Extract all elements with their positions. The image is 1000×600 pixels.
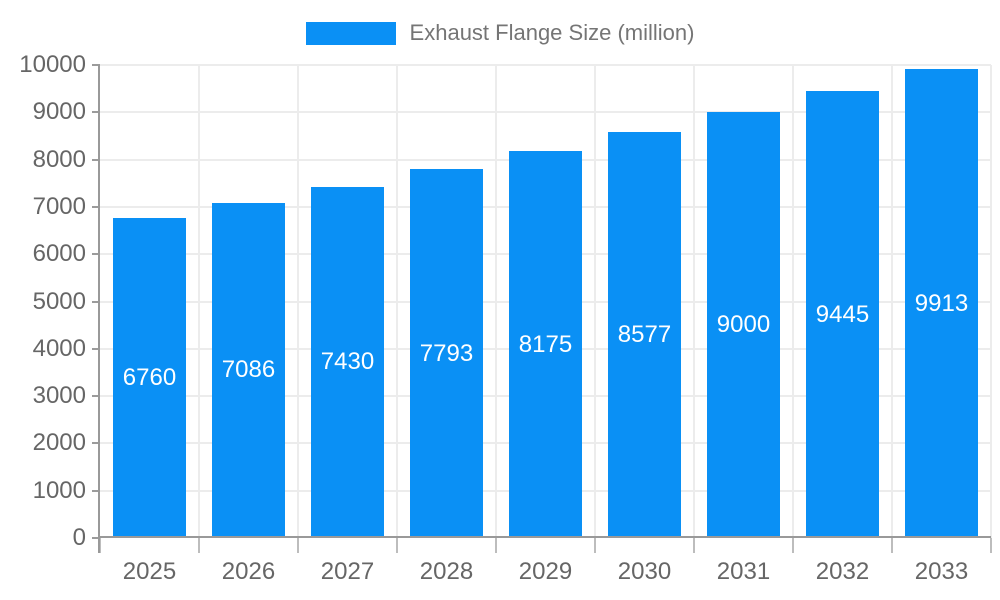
y-tick: [92, 537, 100, 539]
y-tick: [92, 489, 100, 492]
legend-label: Exhaust Flange Size (million): [409, 20, 695, 45]
x-tick: [297, 538, 299, 553]
x-tick: [495, 538, 497, 553]
y-tick-label: 8000: [32, 145, 86, 173]
bar-value-label: 8175: [518, 330, 573, 358]
v-gridline: [396, 65, 398, 538]
bar-value-label: 7430: [320, 348, 375, 376]
y-tick-label: 6000: [32, 240, 86, 268]
x-tick-label: 2027: [320, 558, 375, 585]
x-tick-label: 2028: [419, 558, 474, 585]
bar-value-label: 7793: [419, 339, 474, 367]
h-gridline: [100, 64, 991, 66]
v-gridline: [495, 65, 497, 538]
x-tick: [693, 538, 695, 553]
bar: [113, 218, 186, 537]
x-tick: [99, 538, 101, 553]
x-tick: [792, 538, 794, 553]
y-tick: [92, 111, 100, 114]
y-tick-label: 5000: [32, 287, 86, 315]
y-tick-label: 1000: [32, 476, 86, 504]
v-gridline: [198, 65, 200, 538]
y-tick: [92, 347, 100, 350]
y-tick-label: 9000: [32, 98, 86, 126]
y-tick-label: 4000: [32, 334, 86, 362]
bar: [509, 151, 582, 537]
y-tick: [92, 205, 100, 208]
y-tick: [92, 64, 100, 66]
x-tick: [594, 538, 596, 553]
legend-swatch-icon: [305, 21, 396, 45]
bar: [707, 112, 780, 537]
y-tick: [92, 395, 100, 398]
bar: [311, 186, 384, 537]
legend[interactable]: Exhaust Flange Size (million): [0, 20, 1000, 46]
y-tick-label: 0: [72, 524, 86, 551]
x-tick-label: 2025: [122, 558, 177, 585]
v-gridline: [792, 65, 794, 538]
v-gridline: [693, 65, 695, 538]
v-gridline: [990, 65, 992, 538]
x-tick-label: 2032: [815, 558, 870, 585]
x-tick-label: 2029: [518, 558, 573, 585]
bar-value-label: 7086: [221, 356, 276, 384]
y-axis-line: [98, 65, 100, 553]
x-tick: [891, 538, 893, 553]
y-tick-label: 7000: [32, 192, 86, 220]
bar: [410, 169, 483, 537]
v-gridline: [891, 65, 893, 538]
y-tick: [92, 300, 100, 303]
bar-value-label: 9913: [914, 289, 969, 317]
bar: [806, 91, 879, 537]
x-tick-label: 2031: [716, 558, 771, 585]
bar-value-label: 9000: [716, 311, 771, 339]
y-tick-label: 3000: [32, 382, 86, 410]
bar-value-label: 6760: [122, 364, 177, 392]
x-tick: [990, 538, 992, 553]
bar: [905, 69, 978, 537]
bar-value-label: 8577: [617, 321, 672, 349]
bar: [212, 202, 285, 537]
x-tick-label: 2030: [617, 558, 672, 585]
bar-value-label: 9445: [815, 300, 870, 328]
x-tick: [198, 538, 200, 553]
v-gridline: [594, 65, 596, 538]
y-tick: [92, 442, 100, 445]
x-tick-label: 2026: [221, 558, 276, 585]
x-tick-label: 2033: [914, 558, 969, 585]
y-tick-label: 10000: [19, 51, 86, 78]
y-tick: [92, 253, 100, 256]
v-gridline: [297, 65, 299, 538]
x-tick: [396, 538, 398, 553]
y-tick: [92, 158, 100, 161]
bar: [608, 132, 681, 537]
y-tick-label: 2000: [32, 429, 86, 457]
